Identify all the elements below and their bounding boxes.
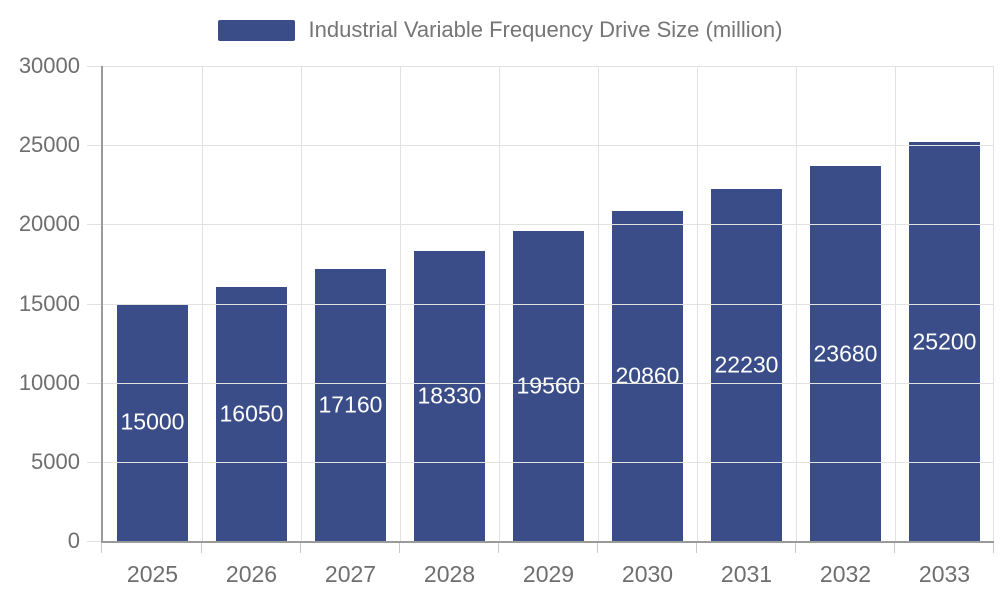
y-tick-mark — [87, 541, 101, 542]
horizontal-gridline — [103, 303, 994, 305]
vertical-gridline — [399, 66, 401, 541]
bar-2030: 20860 — [611, 210, 684, 541]
horizontal-gridline — [103, 224, 994, 226]
legend-swatch-icon — [217, 19, 295, 41]
bar-value-label: 25200 — [912, 328, 977, 354]
x-tick-label: 2026 — [225, 561, 278, 587]
x-tick-label: 2025 — [126, 561, 179, 587]
bar-value-label: 18330 — [417, 382, 482, 409]
bar-value-label: 17160 — [318, 391, 383, 418]
horizontal-gridline — [103, 382, 994, 384]
bar-column-2033: 25200 — [895, 66, 994, 541]
x-tick-mark — [993, 543, 994, 553]
legend-item[interactable]: Industrial Variable Frequency Drive Size… — [0, 17, 1000, 43]
bar-column-2030: 20860 — [598, 66, 697, 541]
bar-value-label: 15000 — [120, 408, 185, 435]
x-tick-mark — [893, 543, 895, 553]
y-tick-mark — [87, 66, 101, 67]
bar-column-2028: 18330 — [400, 66, 499, 541]
y-tick-label: 25000 — [18, 132, 80, 158]
bar-value-label: 23680 — [813, 340, 878, 367]
bar-2028: 18330 — [413, 250, 486, 541]
y-tick-mark — [87, 224, 101, 226]
y-tick-mark — [87, 303, 101, 305]
bar-value-label: 16050 — [219, 400, 284, 427]
bar-2027: 17160 — [314, 269, 387, 541]
x-tick-mark — [497, 543, 499, 553]
y-tick-label: 5000 — [31, 448, 80, 474]
bar-column-2031: 22230 — [697, 66, 796, 541]
x-tick-label: 2031 — [720, 561, 773, 587]
vertical-gridline — [993, 66, 994, 541]
bar-2025: 15000 — [116, 303, 189, 541]
vertical-gridline — [301, 66, 302, 541]
y-tick-label: 30000 — [18, 53, 80, 78]
x-axis: 2025 2026 2027 2028 2029 2030 2031 2032 2033 — [103, 562, 994, 586]
x-tick-label: 2028 — [423, 561, 476, 587]
y-tick-mark — [87, 382, 101, 384]
bar-2031: 22230 — [710, 189, 783, 541]
bar-value-label: 19560 — [516, 372, 581, 399]
x-tick-mark — [101, 543, 102, 553]
bar-column-2029: 19560 — [499, 66, 598, 541]
y-tick-mark — [87, 461, 101, 463]
horizontal-gridline — [103, 145, 994, 147]
bar-column-2026: 16050 — [202, 66, 301, 541]
x-tick-label: 2032 — [819, 561, 872, 587]
y-tick-label: 10000 — [18, 369, 80, 395]
bar-column-2027: 17160 — [301, 66, 400, 541]
x-tick-label: 2027 — [324, 561, 377, 587]
bar-column-2025: 15000 — [103, 66, 202, 541]
vertical-gridline — [796, 66, 797, 541]
vertical-gridline — [895, 66, 896, 541]
x-tick-label: 2029 — [522, 561, 575, 587]
bar-column-2032: 23680 — [796, 66, 895, 541]
vertical-gridline — [499, 66, 500, 541]
vertical-gridline — [202, 66, 203, 541]
x-tick-mark — [695, 543, 697, 553]
x-tick-mark — [299, 543, 301, 553]
y-tick-label: 0 — [67, 528, 80, 553]
y-tick-mark — [87, 145, 101, 147]
legend-label: Industrial Variable Frequency Drive Size… — [308, 17, 783, 42]
x-tick-mark — [795, 543, 796, 553]
y-tick-label: 20000 — [18, 211, 80, 237]
y-tick-label: 15000 — [18, 290, 80, 316]
bar-2033: 25200 — [908, 142, 981, 541]
x-tick-label: 2030 — [621, 561, 674, 587]
y-axis: 0 5000 10000 15000 20000 25000 30000 — [0, 55, 80, 552]
bar-value-label: 20860 — [615, 362, 680, 389]
x-tick-mark — [398, 543, 400, 553]
bar-value-label: 22230 — [714, 351, 779, 378]
horizontal-gridline — [103, 66, 994, 67]
vertical-gridline — [696, 66, 698, 541]
x-tick-label: 2033 — [918, 561, 971, 587]
bar-2029: 19560 — [512, 231, 585, 541]
x-tick-mark — [597, 543, 598, 553]
bar-2032: 23680 — [809, 166, 882, 541]
horizontal-gridline — [103, 461, 994, 463]
bar-2026: 16050 — [215, 286, 288, 541]
bar-series: 15000 16050 17160 18330 19560 20860 22230 23680… — [103, 66, 994, 541]
x-tick-mark — [200, 543, 202, 553]
vertical-gridline — [598, 66, 599, 541]
plot-area: 15000 16050 17160 18330 19560 20860 22230 23680… — [87, 66, 994, 553]
